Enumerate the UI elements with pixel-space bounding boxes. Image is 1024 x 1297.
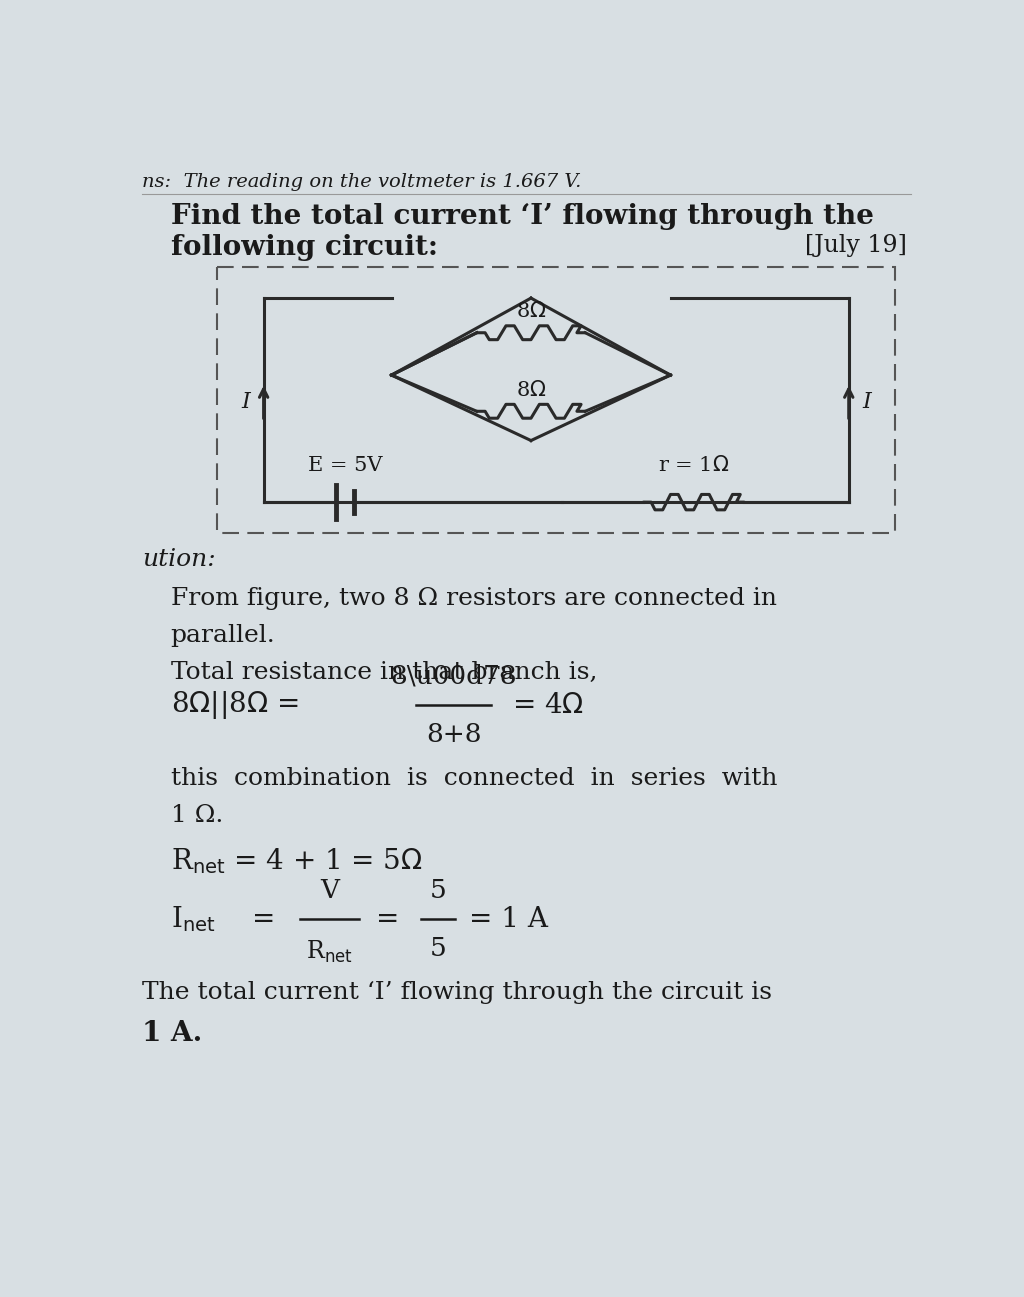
Text: 5: 5 <box>430 878 446 903</box>
Text: following circuit:: following circuit: <box>171 235 437 261</box>
Text: 1 Ω.: 1 Ω. <box>171 804 223 827</box>
Text: 8$\Omega$: 8$\Omega$ <box>516 301 546 322</box>
Text: parallel.: parallel. <box>171 624 275 647</box>
Text: I: I <box>862 390 871 412</box>
Text: 8\u00d78: 8\u00d78 <box>390 664 517 689</box>
Text: R$_{\mathrm{net}}$ = 4 + 1 = 5$\Omega$: R$_{\mathrm{net}}$ = 4 + 1 = 5$\Omega$ <box>171 847 422 877</box>
Text: I$_{\mathrm{net}}$: I$_{\mathrm{net}}$ <box>171 904 215 934</box>
Text: V: V <box>319 878 339 903</box>
Text: Total resistance in that branch is,: Total resistance in that branch is, <box>171 660 597 684</box>
Text: [July 19]: [July 19] <box>805 235 907 257</box>
Text: this  combination  is  connected  in  series  with: this combination is connected in series … <box>171 767 777 790</box>
Text: 8$\Omega$||8$\Omega$ =: 8$\Omega$||8$\Omega$ = <box>171 690 298 721</box>
Text: r = 1$\Omega$: r = 1$\Omega$ <box>658 455 729 475</box>
Text: ution:: ution: <box>142 549 216 572</box>
Text: The total current ‘I’ flowing through the circuit is: The total current ‘I’ flowing through th… <box>142 981 772 1004</box>
Text: = 4$\Omega$: = 4$\Omega$ <box>512 691 584 719</box>
Text: 8$\Omega$: 8$\Omega$ <box>516 380 546 401</box>
Text: =: = <box>376 907 399 933</box>
Text: 1 A.: 1 A. <box>142 1019 202 1047</box>
Text: R$_{\mathrm{net}}$: R$_{\mathrm{net}}$ <box>306 939 353 965</box>
Text: = 1 A: = 1 A <box>469 907 548 933</box>
Text: 5: 5 <box>430 936 446 961</box>
Text: Find the total current ‘I’ flowing through the: Find the total current ‘I’ flowing throu… <box>171 204 873 231</box>
Text: ns:  The reading on the voltmeter is 1.667 V.: ns: The reading on the voltmeter is 1.66… <box>142 173 582 191</box>
Text: 8+8: 8+8 <box>426 722 481 747</box>
Text: E = 5V: E = 5V <box>308 457 382 475</box>
Text: From figure, two 8 Ω resistors are connected in: From figure, two 8 Ω resistors are conne… <box>171 586 776 610</box>
Text: =: = <box>252 907 275 933</box>
Text: I: I <box>241 390 250 412</box>
